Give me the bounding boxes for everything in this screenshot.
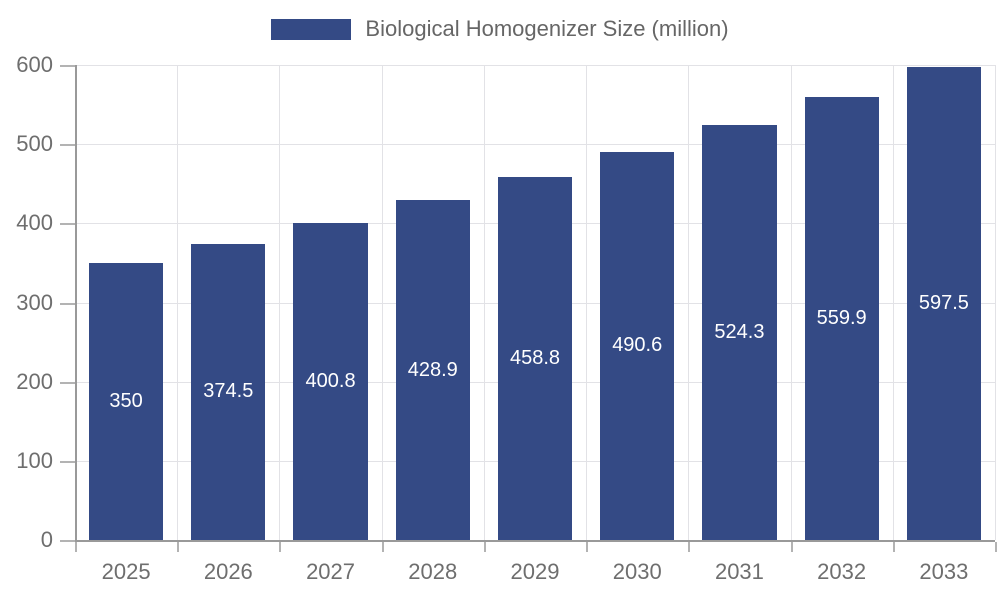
- bar-value-label: 400.8: [305, 369, 356, 392]
- x-tick-mark: [177, 542, 180, 552]
- y-tick-mark: [60, 65, 75, 67]
- x-tick-label: 2029: [510, 559, 560, 584]
- bar: 428.9: [395, 200, 470, 540]
- x-tick-mark: [279, 542, 282, 552]
- v-gridline: [279, 65, 281, 540]
- bar: 400.8: [293, 222, 368, 540]
- bar-value-label: 490.6: [612, 334, 663, 357]
- h-gridline: [75, 65, 995, 66]
- bar: 597.5: [906, 66, 981, 540]
- y-tick-label: 300: [16, 289, 53, 315]
- legend: Biological Homogenizer Size (million): [0, 16, 1000, 42]
- v-gridline: [688, 65, 690, 540]
- v-gridline: [892, 65, 894, 540]
- bar: 490.6: [600, 151, 675, 540]
- x-tick-label: 2025: [101, 559, 151, 584]
- x-tick-mark: [586, 542, 589, 552]
- v-gridline: [483, 65, 485, 540]
- bar: 350: [89, 262, 164, 540]
- y-tick-label: 200: [16, 368, 53, 394]
- bar-value-label: 350: [109, 389, 143, 412]
- h-gridline: [75, 144, 995, 146]
- plot-area: 350 374.5 400.8 428.9 458.8 490.6 524.3 559.9 59…: [75, 65, 996, 540]
- bar: 458.8: [497, 176, 573, 540]
- y-tick-mark: [60, 540, 75, 542]
- x-tick-mark: [381, 542, 384, 552]
- bar: 374.5: [191, 243, 266, 540]
- x-tick-label: 2027: [306, 559, 356, 584]
- v-gridline: [790, 65, 792, 540]
- y-tick-mark: [60, 223, 75, 226]
- x-tick-label: 2031: [714, 559, 764, 584]
- v-gridline: [381, 65, 383, 540]
- bar-value-label: 597.5: [918, 291, 969, 314]
- x-tick-label: 2033: [919, 559, 969, 584]
- legend-swatch: [271, 18, 352, 40]
- bar-value-label: 559.9: [816, 306, 867, 329]
- x-tick-mark: [75, 542, 77, 552]
- bar-value-label: 458.8: [509, 346, 561, 369]
- x-tick-mark: [688, 542, 691, 552]
- y-tick-label: 0: [40, 527, 53, 552]
- x-tick-mark: [892, 542, 895, 552]
- x-tick-label: 2030: [612, 559, 662, 584]
- bar-value-label: 374.5: [203, 380, 254, 403]
- x-tick-label: 2032: [817, 559, 867, 584]
- x-tick-label: 2028: [408, 559, 458, 584]
- v-gridline: [995, 65, 996, 540]
- y-tick-label: 500: [16, 131, 53, 157]
- x-tick-mark: [995, 542, 997, 552]
- bar: 559.9: [804, 96, 879, 540]
- x-tick-mark: [483, 542, 486, 552]
- bar-value-label: 524.3: [714, 320, 765, 343]
- y-tick-mark: [60, 460, 75, 463]
- y-tick-label: 100: [16, 447, 53, 473]
- x-tick-label: 2026: [203, 559, 253, 584]
- y-tick-mark: [60, 381, 75, 384]
- bar: 524.3: [702, 124, 777, 540]
- x-axis-line: [75, 540, 995, 542]
- y-tick-label: 600: [16, 52, 53, 77]
- y-axis-line: [75, 65, 77, 540]
- y-tick-mark: [60, 144, 75, 147]
- v-gridline: [586, 65, 588, 540]
- bar-value-label: 428.9: [407, 358, 458, 381]
- x-tick-mark: [790, 542, 793, 552]
- y-tick-mark: [60, 302, 75, 305]
- v-gridline: [177, 65, 179, 540]
- y-tick-label: 400: [16, 210, 53, 236]
- legend-label: Biological Homogenizer Size (million): [365, 16, 729, 41]
